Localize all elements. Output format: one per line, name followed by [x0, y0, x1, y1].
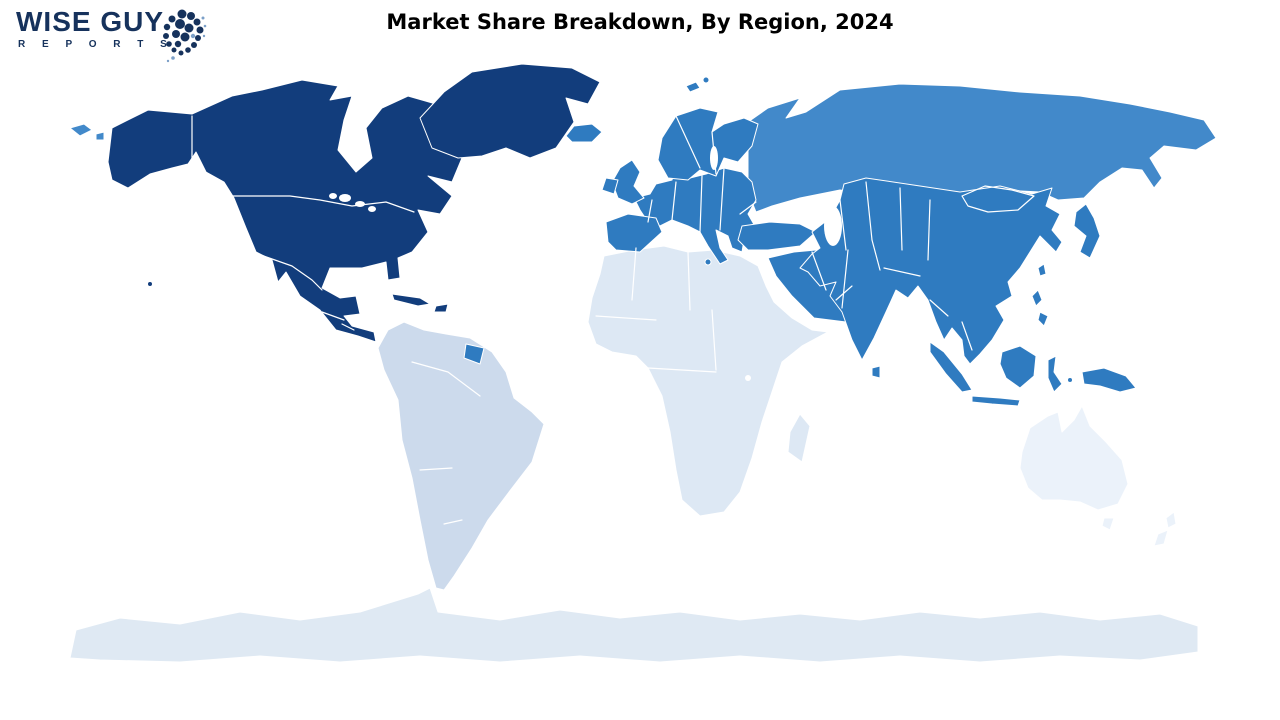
region-south-america: [377, 321, 545, 591]
brand-logo-text: WISE GUY R E P O R T S: [16, 6, 174, 51]
region-africa: [587, 245, 829, 517]
brand-logo: WISE GUY R E P O R T S: [16, 8, 212, 66]
region-asia: [737, 177, 1137, 407]
brand-subtitle: R E P O R T S: [18, 39, 174, 50]
lakes-overlay: [329, 146, 842, 381]
region-oceania: [1019, 405, 1177, 547]
region-antarctica: [69, 587, 1199, 663]
chart-title: Market Share Breakdown, By Region, 2024: [386, 10, 894, 34]
brand-head-dots-icon: [162, 9, 207, 63]
region-north-america: [107, 63, 601, 343]
brand-name: WISE GUY: [16, 6, 165, 37]
country-borders-overlay: [191, 115, 1035, 525]
region-europe: [463, 76, 759, 365]
